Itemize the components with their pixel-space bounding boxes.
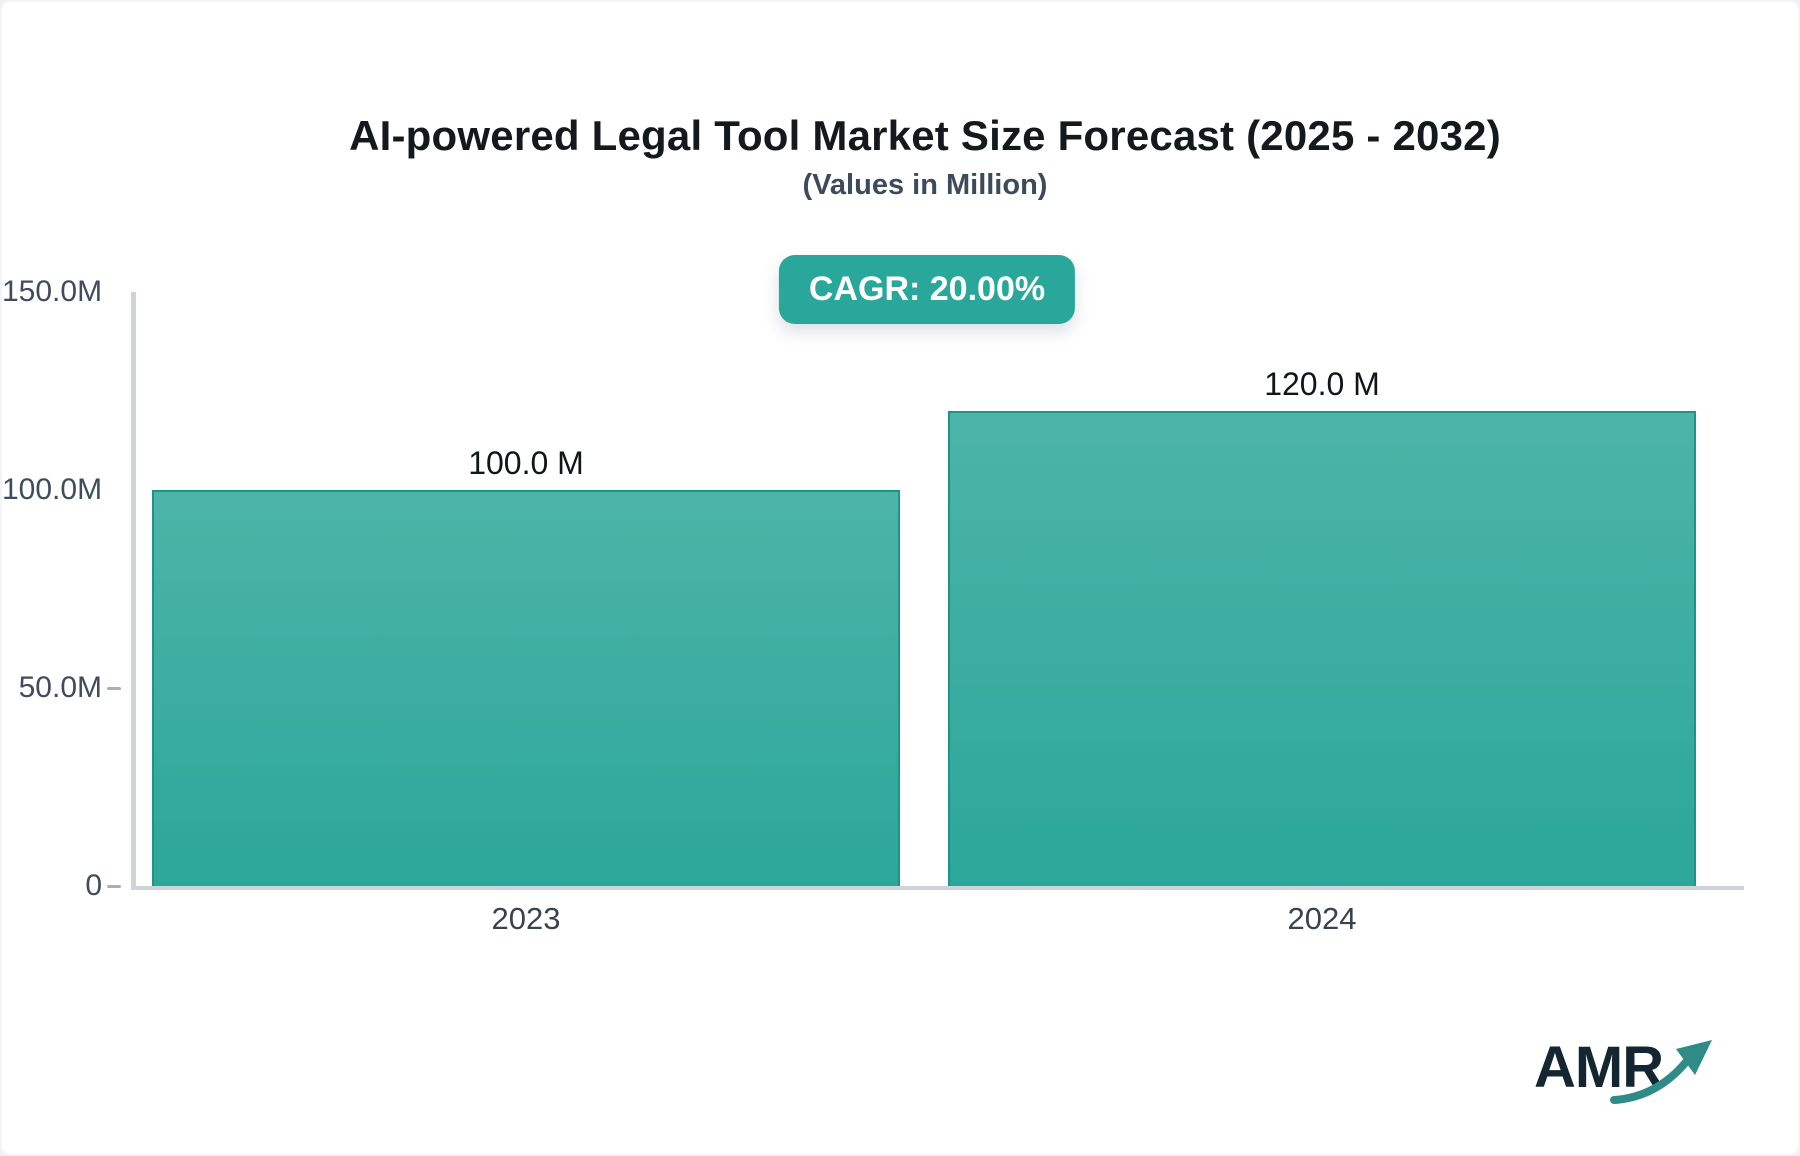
y-tick-mark [107, 687, 121, 690]
amr-logo-text: AMR [1534, 1035, 1664, 1100]
cagr-badge: CAGR: 20.00% [778, 255, 1076, 324]
y-tick-mark [107, 885, 121, 888]
chart-subtitle: (Values in Million) [802, 169, 1048, 201]
bar-value-label: 100.0 M [468, 445, 584, 481]
bar-2023[interactable] [152, 490, 900, 886]
x-axis-baseline [131, 886, 1744, 890]
y-tick-label: 0 [85, 869, 102, 902]
y-tick-label: 50.0M [18, 671, 102, 704]
y-tick-label: 100.0M [2, 473, 103, 506]
y-axis-line [131, 292, 136, 890]
growth-arrow-icon [1610, 1040, 1712, 1104]
bar-2024[interactable] [948, 411, 1696, 886]
x-tick-label: 2024 [1287, 901, 1357, 936]
bar-value-label: 120.0 M [1264, 366, 1380, 402]
chart-title: AI-powered Legal Tool Market Size Foreca… [349, 112, 1501, 159]
amr-logo: AMR [1534, 1030, 1734, 1120]
y-tick-label: 150.0M [2, 275, 103, 308]
x-tick-label: 2023 [491, 901, 561, 936]
